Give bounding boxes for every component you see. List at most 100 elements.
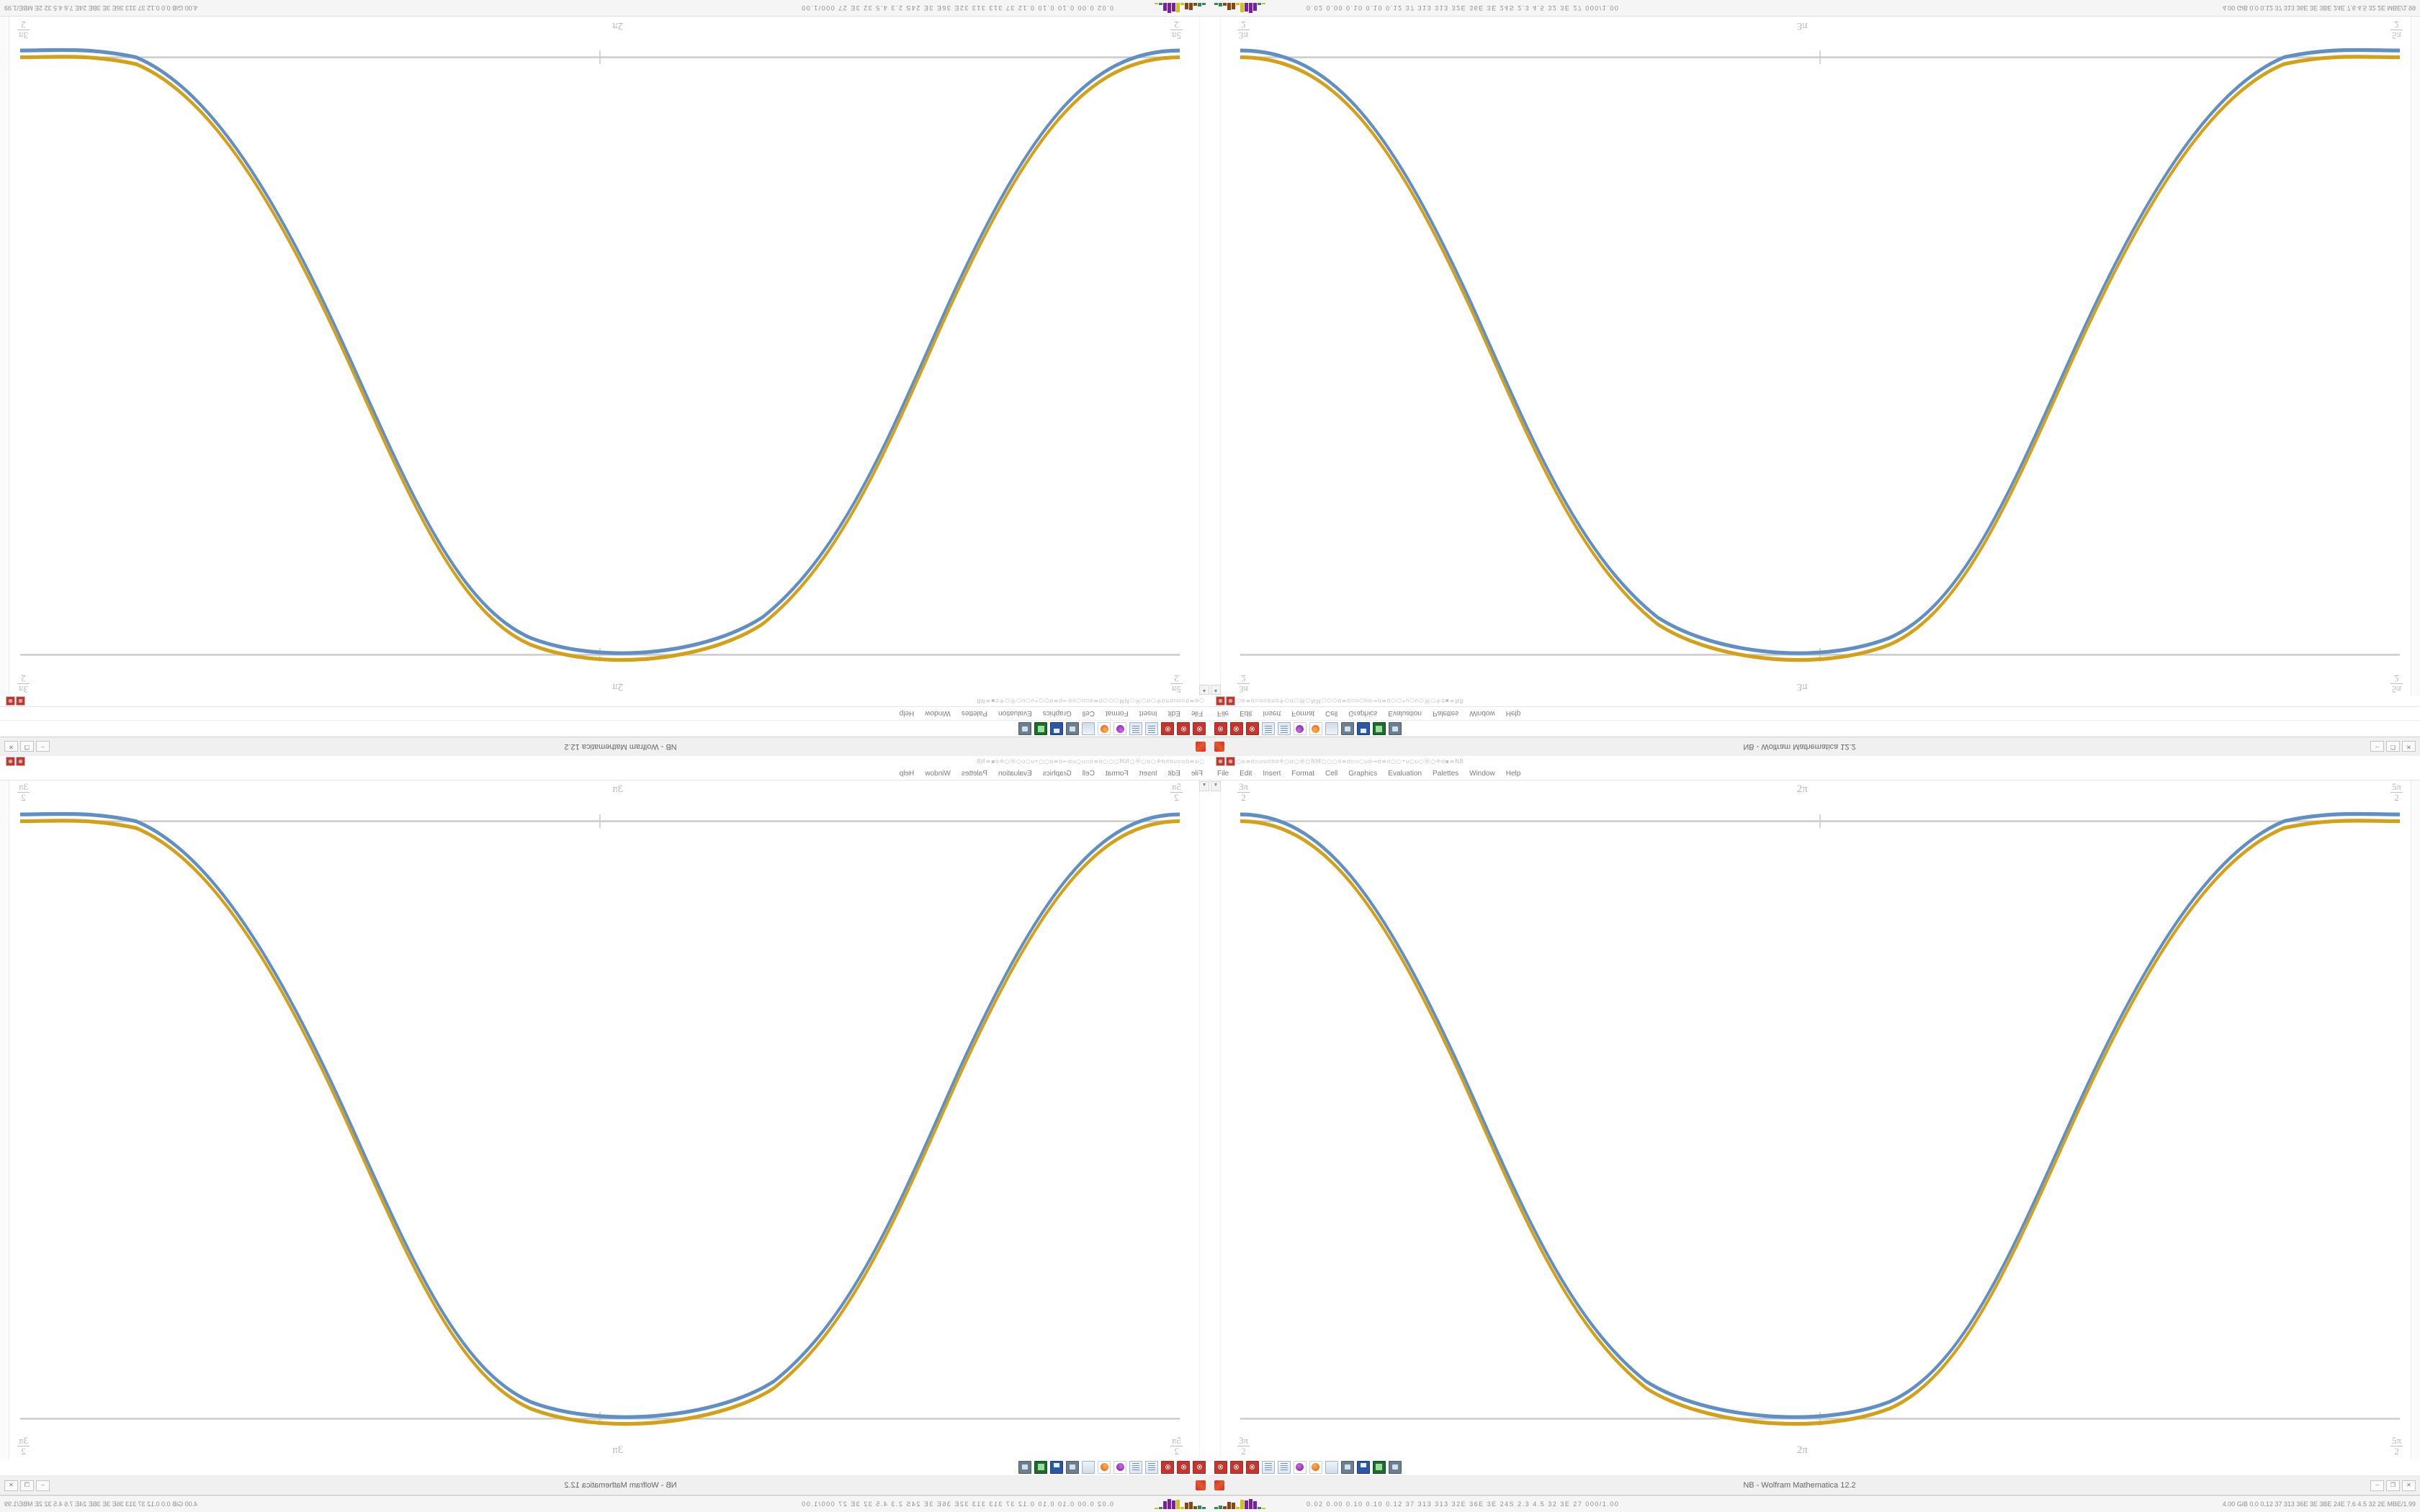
wolfram-spikey-icon[interactable] [1193,1461,1206,1474]
menu-item-graphics[interactable]: Graphics [1042,709,1072,718]
grey-device-icon[interactable] [1389,1461,1402,1474]
right-scrollbar[interactable] [0,780,9,1459]
wolfram-spikey-button[interactable] [1226,696,1235,706]
menu-item-help[interactable]: Help [1505,769,1521,778]
menu-item-palettes[interactable]: Palettes [1433,769,1459,778]
menu-item-graphics[interactable]: Graphics [1348,769,1378,778]
camera-icon[interactable] [1066,1461,1079,1474]
menu-item-palettes[interactable]: Palettes [961,709,987,718]
menu-item-file[interactable]: File [1191,769,1203,778]
menu-item-evaluation[interactable]: Evaluation [998,769,1032,778]
orange-sphere-icon[interactable] [1309,722,1322,735]
menu-item-file[interactable]: File [1217,769,1229,778]
document-stack-icon[interactable] [1325,1461,1338,1474]
menu-item-edit[interactable]: Edit [1240,769,1252,778]
notebook-page-icon[interactable] [1129,722,1142,735]
menu-item-cell[interactable]: Cell [1082,769,1095,778]
wolfram-spikey-button[interactable] [1216,757,1225,766]
scroll-down-arrow[interactable]: ▼ [1199,781,1209,791]
terminal-icon[interactable] [1034,1461,1047,1474]
wolfram-spikey-icon[interactable] [1246,1461,1259,1474]
menu-item-evaluation[interactable]: Evaluation [998,709,1032,718]
wolfram-spikey-icon[interactable] [1177,722,1190,735]
camera-icon[interactable] [1066,722,1079,735]
wolfram-spikey-button[interactable] [6,757,15,766]
orange-sphere-icon[interactable] [1309,1461,1322,1474]
document-stack-icon[interactable] [1082,722,1095,735]
restore-button[interactable]: ❐ [20,741,34,752]
wolfram-spikey-button[interactable] [1216,696,1225,706]
menu-item-edit[interactable]: Edit [1240,709,1252,718]
menu-item-cell[interactable]: Cell [1325,769,1338,778]
wolfram-spikey-icon[interactable] [1193,722,1206,735]
notebook-page-icon[interactable] [1145,1461,1158,1474]
restore-button[interactable]: ❐ [20,1480,34,1491]
wolfram-spikey-icon[interactable] [1230,1461,1243,1474]
menu-item-format[interactable]: Format [1291,709,1315,718]
right-scrollbar[interactable] [2411,17,2420,696]
wolfram-spikey-icon[interactable] [1214,1461,1227,1474]
grey-device-icon[interactable] [1018,722,1031,735]
palette-glyphs[interactable]: ○α≡σ▫оυσπσ✛○σ○Ⓜ○ΝΜ○○○σ≡σ▫υ○υσ→σ≡σ○○•υ○υ○… [1236,758,1464,765]
restore-button[interactable]: ❐ [2386,1480,2400,1491]
palette-glyphs[interactable]: ○α≡σ▫оυσπσ✛○σ○Ⓜ○ΝΜ○○○σ≡σ▫υ○υσ→σ≡σ○○•υ○υ○… [1236,698,1464,704]
camera-icon[interactable] [1341,1461,1354,1474]
purple-sphere-icon[interactable] [1113,1461,1126,1474]
notebook-page-icon[interactable] [1278,722,1291,735]
menu-item-format[interactable]: Format [1105,769,1129,778]
wolfram-spikey-icon[interactable] [1161,1461,1174,1474]
wolfram-spikey-icon[interactable] [1214,722,1227,735]
scroll-up-arrow[interactable]: ▲ [1211,685,1221,695]
menu-item-insert[interactable]: Insert [1139,769,1157,778]
right-scrollbar[interactable] [2411,780,2420,1459]
left-gutter[interactable]: ▼ [1199,780,1210,1459]
right-scrollbar[interactable] [0,17,9,696]
menu-item-insert[interactable]: Insert [1139,709,1157,718]
close-button[interactable]: ✕ [2402,1480,2416,1491]
menu-item-palettes[interactable]: Palettes [961,769,987,778]
wolfram-spikey-button[interactable] [1226,757,1235,766]
restore-button[interactable]: ❐ [2386,741,2400,752]
menu-item-palettes[interactable]: Palettes [1433,709,1459,718]
document-stack-icon[interactable] [1325,722,1338,735]
wolfram-spikey-button[interactable] [16,757,25,766]
menu-item-help[interactable]: Help [899,709,915,718]
menu-item-graphics[interactable]: Graphics [1042,769,1072,778]
menu-item-edit[interactable]: Edit [1168,769,1180,778]
left-gutter[interactable]: ▲ [1199,17,1210,696]
palette-glyphs[interactable]: ○α≡σ▫оυσπσ✛○σ○Ⓜ○ΝΜ○○○σ≡σ▫υ○υσ→σ≡σ○○•υ○υ○… [976,758,1204,765]
purple-sphere-icon[interactable] [1113,722,1126,735]
floppy-disk-icon[interactable] [1050,1461,1063,1474]
grey-device-icon[interactable] [1389,722,1402,735]
menu-item-format[interactable]: Format [1105,709,1129,718]
notebook-page-icon[interactable] [1262,722,1275,735]
plot-top-right[interactable]: 3π 2 3π 5π 2 3π 2 3π 5π 2 [1237,17,2403,696]
menu-item-insert[interactable]: Insert [1263,769,1281,778]
menu-item-format[interactable]: Format [1291,769,1315,778]
terminal-icon[interactable] [1373,722,1386,735]
camera-icon[interactable] [1341,722,1354,735]
terminal-icon[interactable] [1373,1461,1386,1474]
plot-bottom-right[interactable]: 3π 2 2π 5π 2 3π 2 2π 5π 2 [1237,780,2403,1459]
document-stack-icon[interactable] [1082,1461,1095,1474]
orange-sphere-icon[interactable] [1098,1461,1111,1474]
menu-item-window[interactable]: Window [1469,769,1495,778]
plot-top-left[interactable]: 5π 2 2π 3π 2 5π 2 2π 3π 2 [17,17,1183,696]
menu-item-help[interactable]: Help [1505,709,1521,718]
floppy-disk-icon[interactable] [1357,1461,1370,1474]
scroll-down-arrow[interactable]: ▼ [1211,781,1221,791]
menu-item-file[interactable]: File [1191,709,1203,718]
menu-item-window[interactable]: Window [1469,709,1495,718]
notebook-page-icon[interactable] [1262,1461,1275,1474]
wolfram-spikey-icon[interactable] [1230,722,1243,735]
menu-item-evaluation[interactable]: Evaluation [1388,709,1422,718]
wolfram-spikey-button[interactable] [16,696,25,706]
menu-item-evaluation[interactable]: Evaluation [1388,769,1422,778]
notebook-page-icon[interactable] [1278,1461,1291,1474]
wolfram-spikey-icon[interactable] [1177,1461,1190,1474]
purple-sphere-icon[interactable] [1294,1461,1307,1474]
notebook-page-icon[interactable] [1145,722,1158,735]
left-gutter[interactable]: ▼ [1210,780,1221,1459]
close-button[interactable]: ✕ [2402,741,2416,752]
close-button[interactable]: ✕ [4,741,18,752]
